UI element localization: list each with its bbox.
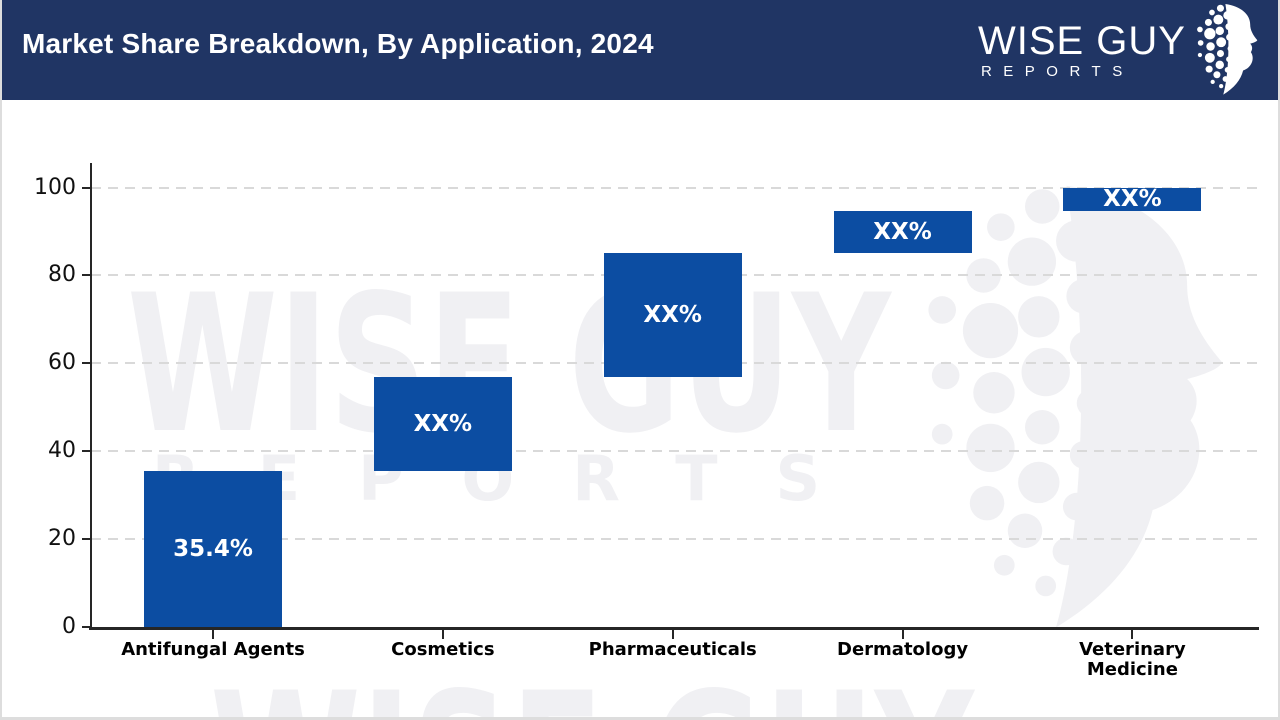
wiseguy-logo: WISE GUY REPORTS	[978, 4, 1264, 96]
y-tick-label: 80	[48, 262, 76, 288]
x-tick-mark	[441, 630, 444, 639]
y-tick-mark	[82, 538, 91, 541]
y-tick-label: 20	[48, 526, 76, 552]
x-axis-line	[89, 627, 1259, 630]
logo-subtext: REPORTS	[980, 63, 1134, 80]
bar-segment: XX%	[1063, 186, 1202, 213]
bar-value-label: XX%	[1103, 186, 1162, 213]
bar-segment: 35.4%	[144, 471, 282, 627]
y-gridline	[91, 186, 1259, 189]
page-title: Market Share Breakdown, By Application, …	[22, 28, 654, 59]
logo-text: WISE GUY REPORTS	[978, 20, 1186, 80]
x-tick-mark	[1131, 630, 1134, 639]
bar-value-label: XX%	[413, 410, 473, 437]
x-category-label: Pharmaceuticals	[588, 639, 757, 660]
x-tick-mark	[671, 630, 674, 639]
y-tick-mark	[82, 626, 91, 628]
x-category-label: Cosmetics	[391, 639, 495, 660]
logo-wordmark: WISE GUY	[977, 19, 1186, 63]
y-gridline	[91, 538, 1259, 541]
header-bar: Market Share Breakdown, By Application, …	[2, 0, 1278, 100]
logo-face-icon	[1188, 4, 1260, 96]
y-axis-line	[90, 163, 92, 630]
y-tick-label: 40	[48, 438, 76, 464]
y-tick-mark	[82, 186, 91, 189]
y-tick-label: 0	[62, 614, 76, 639]
y-tick-mark	[82, 450, 91, 453]
x-category-label: Antifungal Agents	[121, 639, 305, 660]
y-tick-mark	[82, 274, 91, 277]
bar-value-label: 35.4%	[173, 536, 253, 563]
y-tick-label: 100	[34, 174, 76, 200]
x-tick-mark	[212, 630, 214, 639]
bar-segment: XX%	[833, 211, 972, 253]
bar-value-label: XX%	[643, 301, 702, 328]
x-category-label: Veterinary Medicine	[1079, 639, 1186, 680]
y-gridline	[91, 450, 1259, 453]
bar-segment: XX%	[603, 252, 742, 377]
y-tick-label: 60	[48, 350, 76, 376]
bar-segment: XX%	[373, 376, 512, 472]
y-tick-mark	[82, 362, 91, 365]
x-category-label: Dermatology	[837, 639, 969, 660]
bar-value-label: XX%	[873, 218, 932, 245]
x-tick-mark	[901, 630, 904, 639]
